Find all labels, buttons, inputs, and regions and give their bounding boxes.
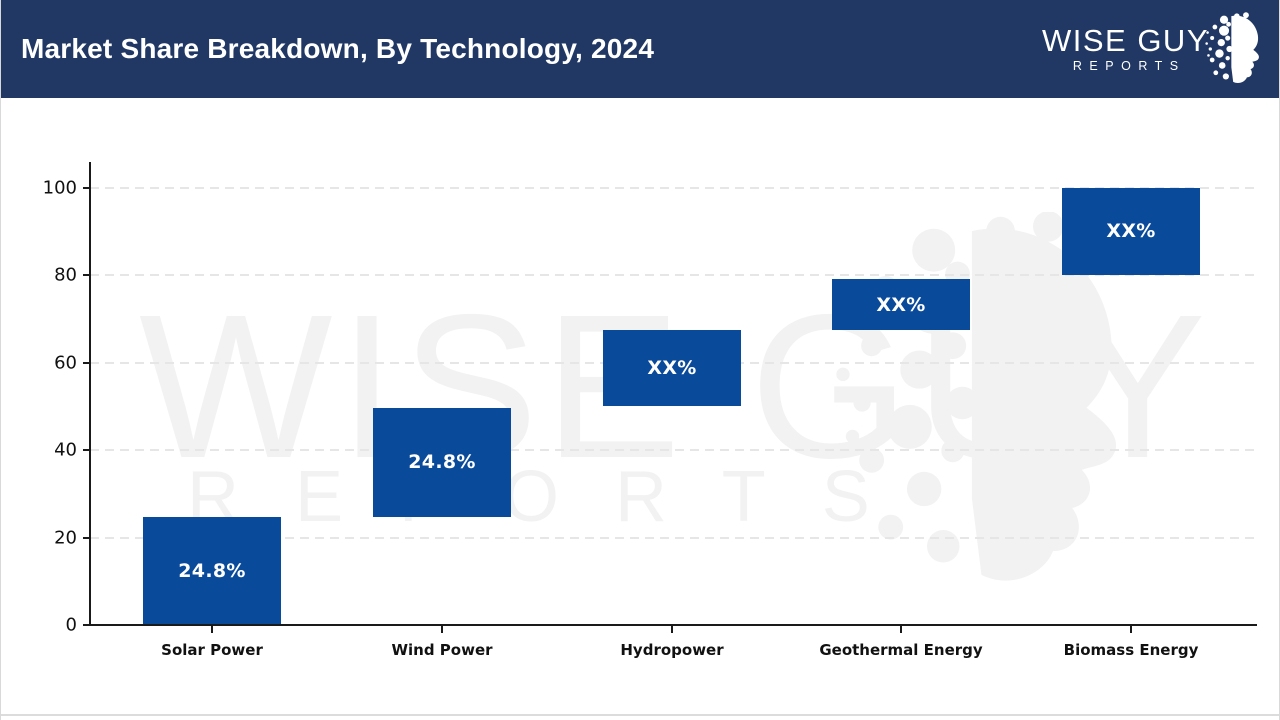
page-title: Market Share Breakdown, By Technology, 2… [21, 33, 655, 64]
y-tick-label: 0 [65, 614, 77, 636]
bar-value-label: XX% [647, 356, 697, 379]
logo-subtext: REPORTS [1072, 59, 1186, 74]
x-tick-mark [441, 625, 443, 633]
bar: XX% [603, 329, 741, 407]
bar-value-label: 24.8% [408, 451, 476, 474]
y-tick-mark [83, 449, 90, 451]
header-bar: Market Share Breakdown, By Technology, 2… [1, 0, 1279, 98]
watermark-line2: REPORTS [187, 457, 926, 537]
x-category-label: Geothermal Energy [819, 641, 983, 659]
x-category-label: Hydropower [620, 641, 724, 659]
y-tick-mark [83, 361, 90, 364]
gridline [90, 449, 1256, 451]
y-tick-mark [83, 274, 90, 276]
logo-head-icon [1205, 12, 1259, 84]
y-tick-label: 60 [54, 352, 77, 373]
bar: 24.8% [373, 408, 511, 517]
y-tick-label: 80 [54, 264, 77, 286]
logo-wordmark: WISE GUY [1041, 23, 1209, 59]
x-tick-mark [900, 625, 902, 633]
x-tick-mark [211, 625, 213, 633]
bar-value-label: 24.8% [178, 559, 246, 582]
x-axis-line [89, 624, 1257, 626]
bottom-border-line [1, 714, 1279, 716]
bar: XX% [832, 279, 970, 330]
x-tick-mark [671, 625, 673, 633]
bar: 24.8% [143, 516, 281, 625]
gridline [90, 536, 1256, 539]
y-tick-mark [83, 536, 90, 539]
bar-value-label: XX% [876, 293, 926, 316]
gridline [90, 186, 1256, 189]
y-tick-mark [83, 624, 90, 626]
x-category-label: Biomass Energy [1063, 641, 1199, 659]
y-tick-label: 20 [54, 527, 77, 548]
y-tick-mark [83, 186, 90, 189]
wiseguy-logo: WISE GUY REPORTS [1042, 12, 1267, 86]
gridline [90, 274, 1256, 276]
y-tick-label: 100 [42, 177, 77, 198]
x-tick-mark [1130, 625, 1132, 633]
y-axis-line [89, 162, 91, 626]
x-category-label: Wind Power [391, 641, 493, 659]
y-tick-label: 40 [54, 439, 77, 461]
bar-value-label: XX% [1106, 220, 1156, 243]
x-category-label: Solar Power [161, 641, 263, 659]
bar: XX% [1062, 187, 1200, 275]
